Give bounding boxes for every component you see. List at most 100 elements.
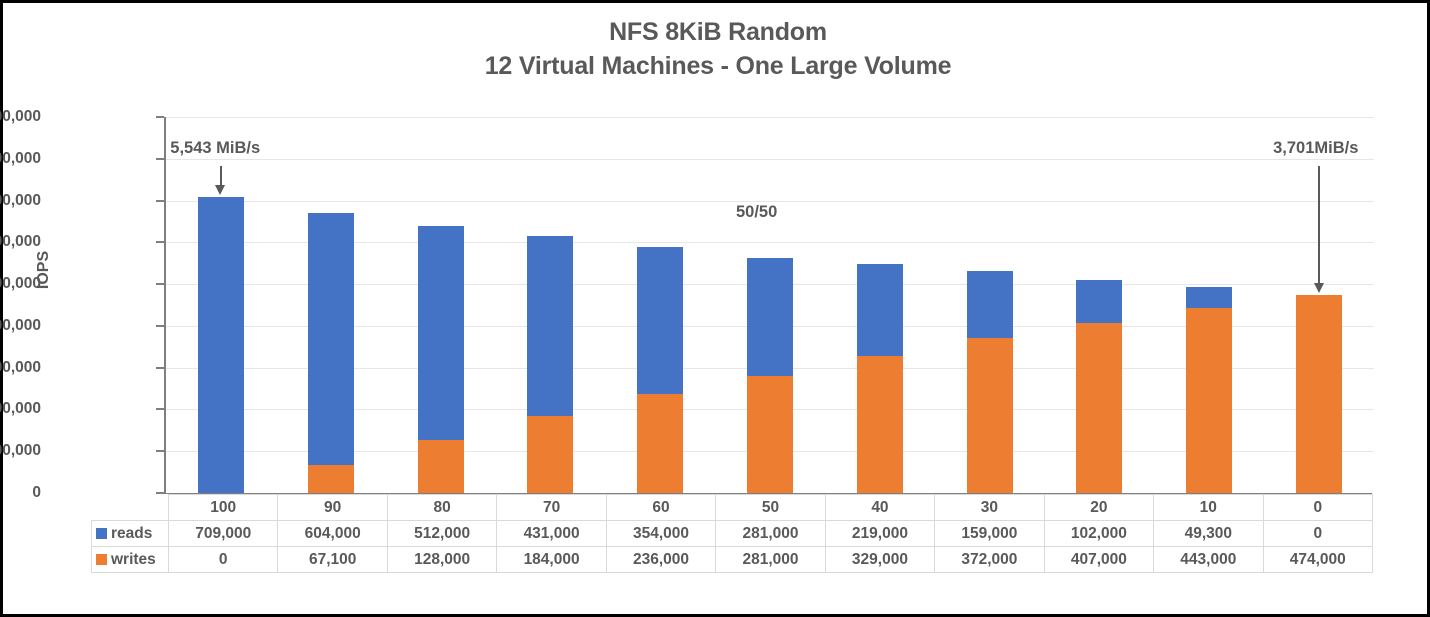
gridline: [166, 242, 1374, 244]
bar-column[interactable]: [747, 258, 793, 493]
table-cell: 709,000: [167, 520, 279, 547]
chart-title: NFS 8KiB Random 12 Virtual Machines - On…: [3, 15, 1430, 83]
y-axis-tick-mark: [156, 450, 164, 453]
bar-column[interactable]: [966, 271, 1013, 493]
y-axis-tick-mark: [156, 199, 164, 202]
bar-column[interactable]: [1296, 294, 1343, 493]
gridline: [166, 200, 1374, 202]
gridline: [166, 117, 1374, 118]
bar-segment-writes[interactable]: [307, 464, 354, 493]
annotation-arrow-head: [1313, 282, 1324, 293]
table-cell: 443,000: [1153, 546, 1264, 573]
table-header-cell: 80: [386, 494, 498, 521]
y-axis-tick-label: 700,000: [0, 191, 41, 209]
table-cell: 219,000: [824, 520, 936, 547]
chart-annotation-label: 50/50: [736, 203, 778, 221]
chart-title-line-1: NFS 8KiB Random: [609, 18, 827, 46]
chart-annotation-label: 5,543 MiB/s: [170, 139, 261, 157]
chart-annotation-label: 3,701MiB/s: [1273, 139, 1359, 157]
legend-swatch-writes-icon: [96, 553, 107, 565]
annotation-arrow-head: [215, 184, 226, 195]
table-header-cell: 40: [824, 494, 936, 521]
table-cell: 0: [1262, 520, 1374, 547]
bar-segment-writes[interactable]: [856, 355, 903, 493]
annotation-arrow-shaft: [219, 166, 222, 185]
table-header-cell: 10: [1153, 494, 1264, 521]
data-table: 100 90 80 70 60 50 40 30 20 10 0 reads 709,000 604,00…: [91, 494, 1374, 573]
bar-segment-writes[interactable]: [417, 439, 464, 493]
y-axis-tick-label: 900,000: [0, 108, 41, 125]
bar-segment-reads[interactable]: [1076, 280, 1123, 323]
bar-segment-reads[interactable]: [856, 264, 903, 356]
table-cell: 67,100: [277, 546, 388, 573]
table-cell: 49,300: [1153, 520, 1264, 547]
legend-label: writes: [111, 550, 156, 568]
bar-segment-reads[interactable]: [966, 271, 1013, 338]
table-header-cell: 50: [715, 494, 826, 521]
table-row-label-reads: reads: [91, 520, 169, 547]
table-cell: 431,000: [496, 520, 607, 547]
table-cell: 329,000: [824, 546, 936, 573]
y-axis-tick-mark: [156, 492, 164, 494]
bar-segment-reads[interactable]: [197, 196, 244, 493]
y-axis-tick-mark: [156, 241, 164, 244]
legend-swatch-reads-icon: [96, 527, 107, 539]
bar-segment-reads[interactable]: [307, 212, 354, 465]
y-axis-tick-mark: [156, 408, 164, 411]
table-header-cell: 100: [167, 494, 279, 521]
bar-segment-writes[interactable]: [637, 394, 684, 493]
table-cell: 512,000: [386, 520, 498, 547]
chart-title-line-2: 12 Virtual Machines - One Large Volume: [484, 52, 952, 80]
bar-column[interactable]: [527, 236, 574, 493]
table-cell: 184,000: [496, 546, 607, 573]
table-header-cell: 90: [277, 494, 388, 521]
table-header-cell: 20: [1043, 494, 1155, 521]
table-cell: 128,000: [386, 546, 498, 573]
plot-area: 5,543 MiB/s 50/50 3,701MiB/s: [164, 117, 1374, 493]
y-axis-tick-label: 400,000: [0, 316, 41, 334]
bar-column[interactable]: [1076, 280, 1123, 493]
bar-segment-writes[interactable]: [1296, 294, 1343, 493]
table-cell: 236,000: [605, 546, 717, 573]
bar-segment-writes[interactable]: [966, 337, 1013, 493]
bar-segment-writes[interactable]: [1186, 307, 1233, 493]
table-row: reads 709,000 604,000 512,000 431,000 354,000…: [91, 520, 1374, 547]
bar-column[interactable]: [637, 246, 684, 493]
bar-column[interactable]: [1186, 287, 1233, 493]
bar-column[interactable]: [197, 196, 244, 493]
table-header-cell: 0: [1262, 494, 1374, 521]
table-header-cell: 30: [934, 494, 1045, 521]
table-cell: 0: [167, 546, 279, 573]
y-axis-tick-mark: [156, 157, 164, 160]
bar-column[interactable]: [856, 264, 903, 493]
bar-column[interactable]: [417, 225, 464, 493]
table-cell: 281,000: [715, 520, 826, 547]
y-axis-tick-label: 500,000: [0, 275, 41, 293]
annotation-arrow-shaft: [1318, 166, 1321, 283]
bar-segment-writes[interactable]: [527, 416, 574, 493]
table-cell: 474,000: [1262, 546, 1374, 573]
table-header-cell: 70: [496, 494, 607, 521]
y-axis-tick-label: 200,000: [0, 400, 41, 418]
bar-segment-reads[interactable]: [417, 225, 464, 440]
y-axis-tick-label: 0: [32, 484, 41, 501]
bar-segment-writes[interactable]: [1076, 322, 1123, 493]
y-axis-tick-label: 800,000: [0, 149, 41, 167]
legend-label: reads: [111, 524, 153, 542]
y-axis-tick-label: 300,000: [0, 358, 41, 376]
table-row: writes 0 67,100 128,000 184,000 236,000 281,00…: [91, 546, 1374, 573]
y-axis-tick-mark: [156, 116, 164, 118]
table-cell: 407,000: [1043, 546, 1155, 573]
bar-segment-reads[interactable]: [1186, 287, 1233, 308]
y-axis-tick-mark: [156, 366, 164, 369]
bar-segment-writes[interactable]: [747, 375, 793, 493]
table-cell: 159,000: [934, 520, 1045, 547]
bar-segment-reads[interactable]: [637, 246, 684, 395]
table-corner-cell: [92, 495, 169, 521]
gridline: [166, 158, 1374, 160]
bar-column[interactable]: [307, 212, 354, 493]
y-axis-tick-label: 100,000: [0, 442, 41, 460]
bar-segment-reads[interactable]: [747, 258, 793, 376]
bar-segment-reads[interactable]: [527, 236, 574, 417]
